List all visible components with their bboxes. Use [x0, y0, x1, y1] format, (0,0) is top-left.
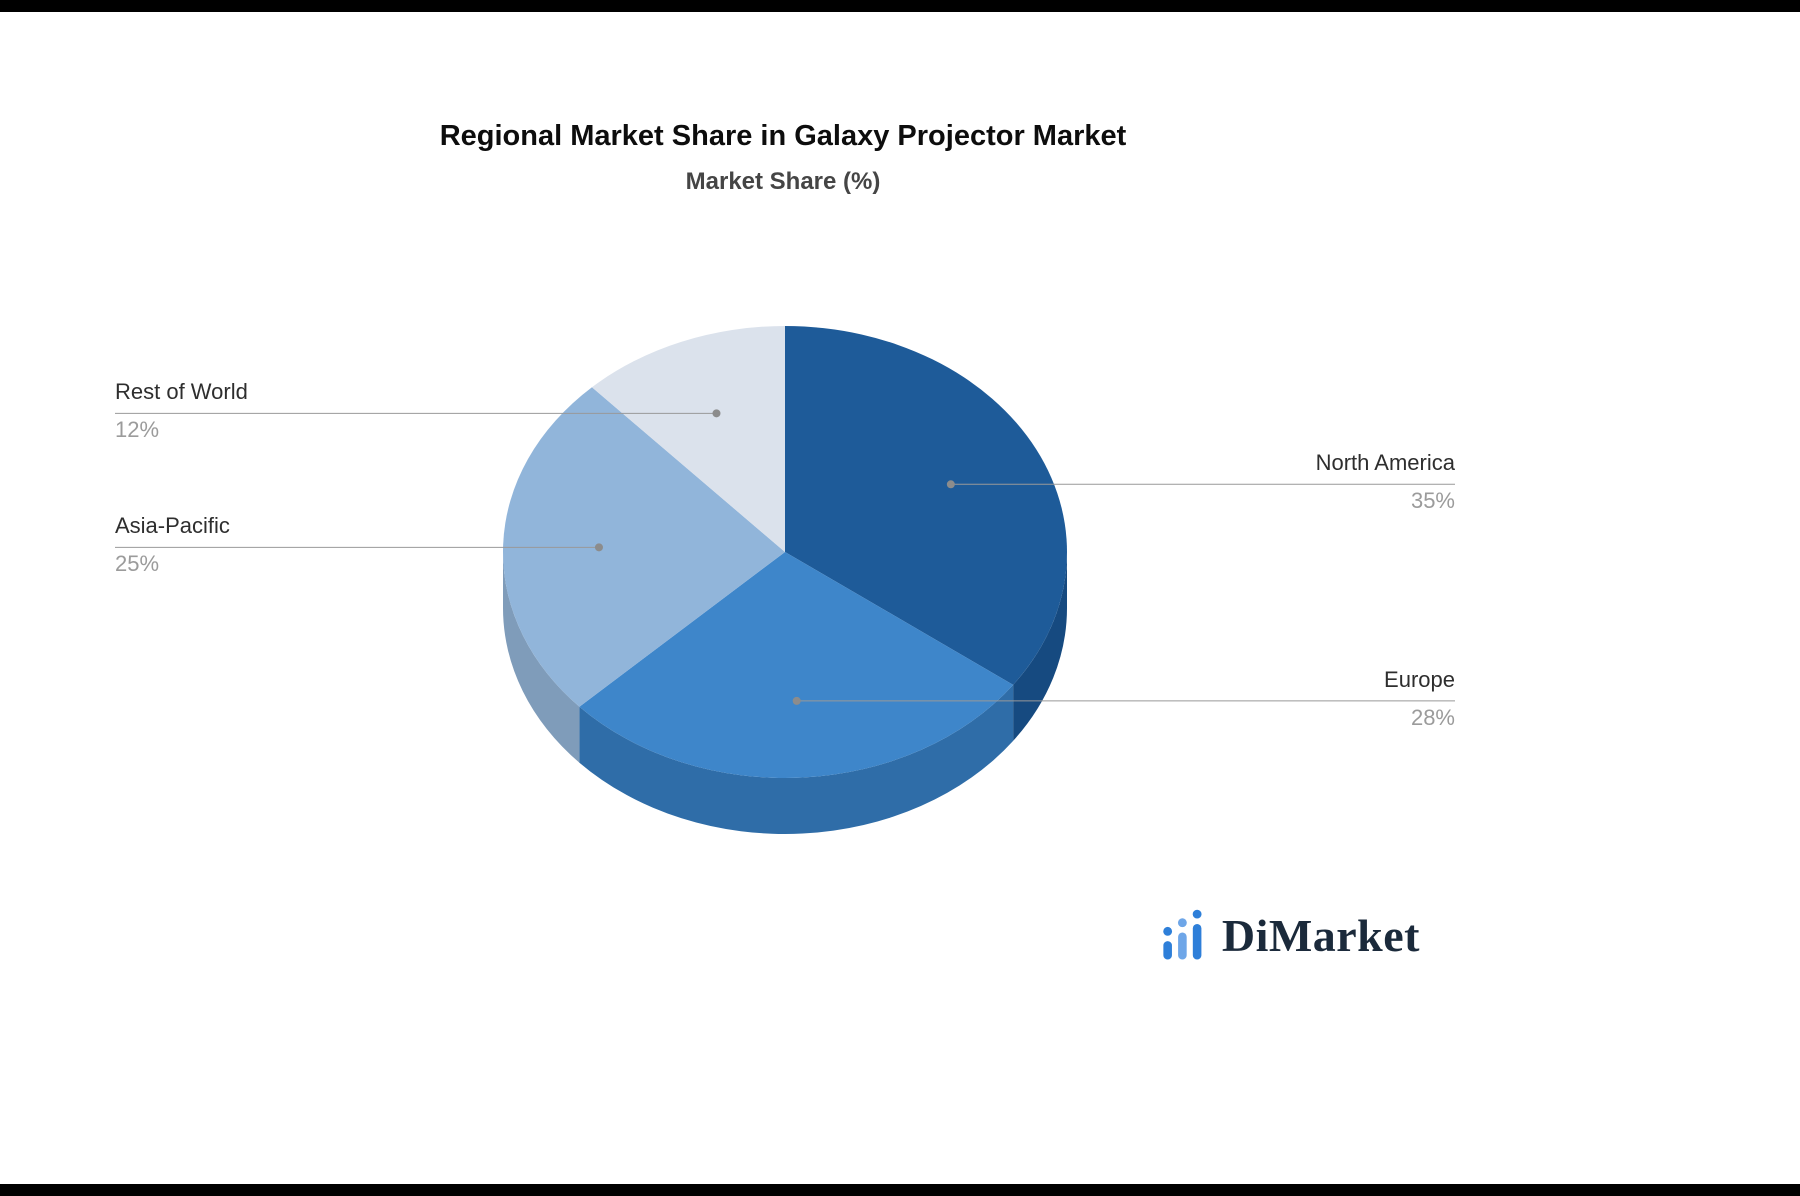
- slice-percentage: 12%: [115, 417, 160, 443]
- callout-rest-of-world: Rest of World 12%: [115, 379, 248, 443]
- dimarket-logo: DiMarket: [1158, 900, 1420, 970]
- top-border: [0, 0, 1800, 12]
- slice-percentage: 25%: [115, 551, 160, 577]
- chart-title: Regional Market Share in Galaxy Projecto…: [439, 120, 1127, 152]
- brand-name: DiMarket: [1221, 909, 1420, 961]
- slice-label: Asia-Pacific: [115, 513, 230, 539]
- slice-percentage: 28%: [1410, 704, 1455, 730]
- slice-percentage: 35%: [1410, 488, 1455, 514]
- callout-asia-pacific: Asia-Pacific 25%: [115, 513, 230, 577]
- bottom-border: [0, 1184, 1800, 1196]
- callout-north-america: North America 35%: [1316, 450, 1455, 514]
- callout-europe: Europe 28%: [1384, 667, 1455, 731]
- chart-subtitle: Market Share (%): [685, 168, 881, 195]
- slice-label: Europe: [1384, 666, 1455, 692]
- slice-label: North America: [1315, 450, 1455, 476]
- bar-chart-logo-icon: [1163, 909, 1202, 960]
- slice-label: Rest of World: [115, 379, 248, 405]
